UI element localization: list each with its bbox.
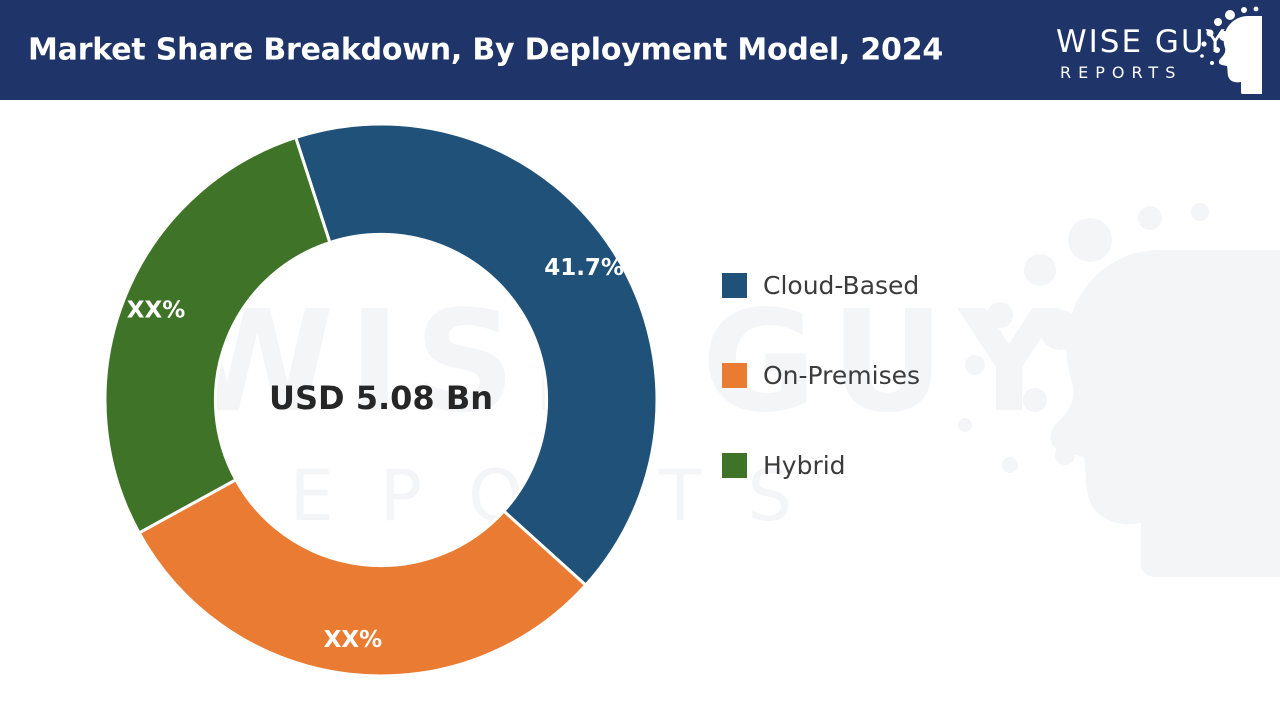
logo-wordmark: WISE GUY REPORTS xyxy=(1056,24,1227,82)
legend-label-on-premises: On-Premises xyxy=(763,360,921,390)
pie-slice-cloud-based[interactable] xyxy=(293,122,659,588)
legend-item-cloud-based[interactable]: Cloud-Based xyxy=(722,240,1142,330)
chart-legend: Cloud-Based On-Premises Hybrid xyxy=(722,240,1142,510)
pie-slice-hybrid[interactable] xyxy=(103,135,332,535)
donut-chart: 41.7% XX% XX% USD 5.08 Bn xyxy=(0,100,760,720)
legend-item-on-premises[interactable]: On-Premises xyxy=(722,330,1142,420)
donut-center-label: USD 5.08 Bn xyxy=(269,379,493,417)
slice-label-cloud-based: 41.7% xyxy=(544,255,624,281)
legend-item-hybrid[interactable]: Hybrid xyxy=(722,420,1142,510)
legend-swatch-on-premises xyxy=(722,362,747,388)
wise-guy-reports-logo: WISE GUY REPORTS xyxy=(1052,6,1272,94)
legend-swatch-hybrid xyxy=(722,452,747,478)
slice-label-on-premises: XX% xyxy=(324,627,383,653)
logo-line1-text: WISE GUY xyxy=(1056,24,1227,60)
chart-body: WISE GUY REPORTS xyxy=(0,100,1280,720)
logo-line2-text: REPORTS xyxy=(1060,63,1182,82)
donut-chart-svg: 41.7% XX% XX% USD 5.08 Bn xyxy=(103,122,659,678)
legend-swatch-cloud-based xyxy=(722,272,747,298)
head-profile-dots-icon xyxy=(1200,6,1262,94)
legend-label-cloud-based: Cloud-Based xyxy=(763,270,920,300)
legend-label-hybrid: Hybrid xyxy=(763,450,846,480)
page-header: Market Share Breakdown, By Deployment Mo… xyxy=(0,0,1280,100)
page-title: Market Share Breakdown, By Deployment Mo… xyxy=(28,32,944,68)
pie-slice-on-premises[interactable] xyxy=(137,477,588,678)
slice-label-hybrid: XX% xyxy=(127,297,186,323)
